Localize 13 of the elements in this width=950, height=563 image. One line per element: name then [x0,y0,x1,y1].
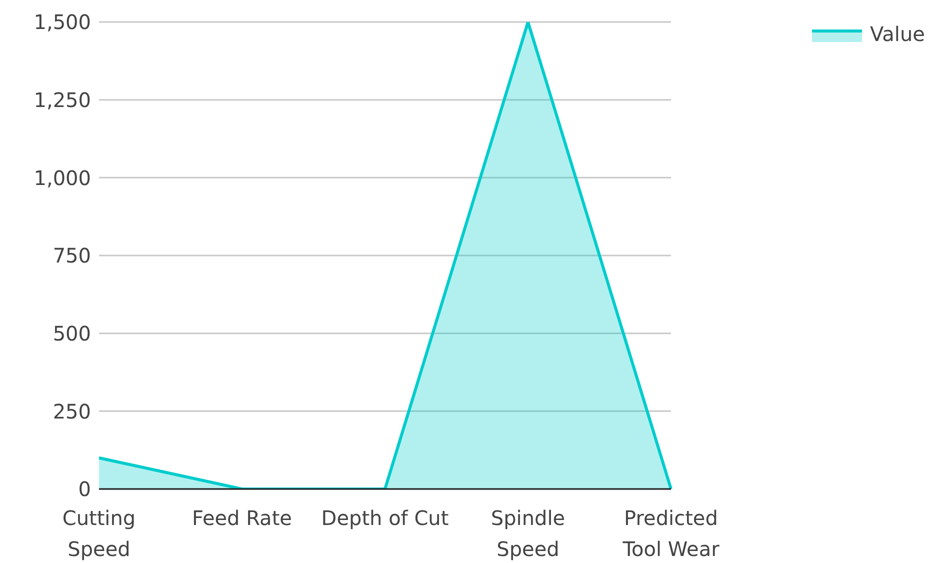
x-tick-label: Depth of Cut [321,506,449,530]
y-tick-label: 1,250 [34,88,91,112]
y-tick-label: 500 [52,321,91,346]
x-tick-label: Predicted Tool Wear [622,506,720,561]
y-tick-label: 1,500 [34,10,91,34]
x-tick-label: Spindle Speed [490,506,566,561]
y-tick-label: 0 [78,477,91,502]
y-tick-label: 1,000 [34,166,91,190]
x-tick-label: Feed Rate [192,506,292,530]
legend-label: Value [870,22,925,46]
y-tick-label: 750 [52,244,91,268]
x-tick-label: Cutting Speed [62,506,136,561]
y-tick-label: 250 [52,399,91,424]
